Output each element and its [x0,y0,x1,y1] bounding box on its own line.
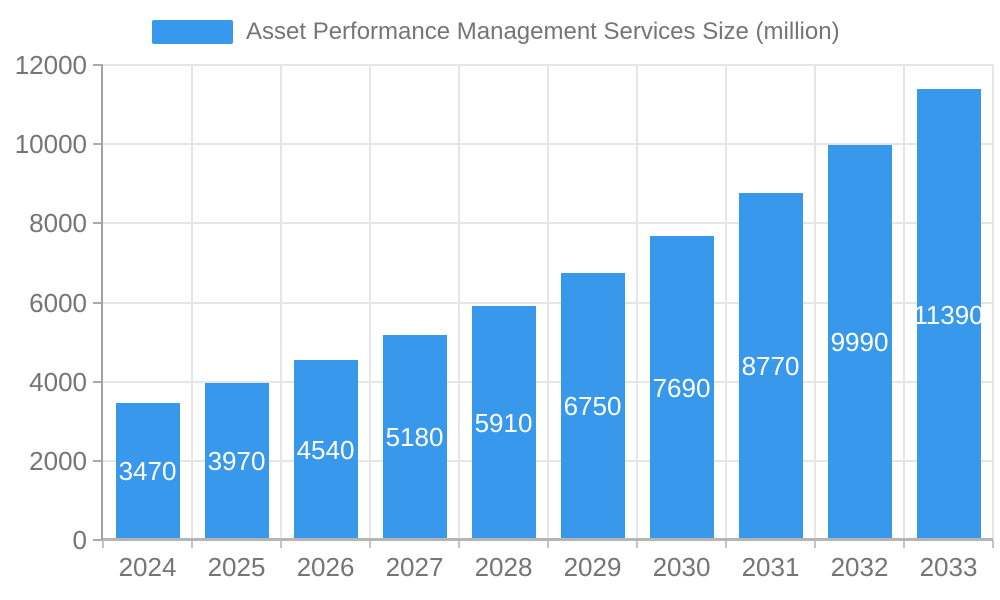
bar-2032[interactable] [827,144,892,540]
x-axis-label: 2032 [830,552,889,582]
y-axis-label: 0 [72,525,87,555]
y-axis-label: 8000 [29,208,87,239]
bar-value-label: 3970 [207,446,266,477]
bar-2030[interactable] [649,235,714,540]
bar-2025[interactable] [204,382,269,540]
x-axis-label: 2025 [207,552,266,582]
legend-item[interactable]: Asset Performance Management Services Si… [152,18,840,46]
x-tick-mark [636,540,638,548]
y-tick-mark [93,222,103,225]
x-tick-mark [992,540,994,548]
x-tick-mark [458,540,460,548]
x-tick-mark [547,540,549,548]
bar-value-label: 7690 [652,372,711,403]
x-tick-mark [725,540,727,548]
x-gridline [369,65,371,540]
bar-2033[interactable] [916,89,981,540]
y-axis-label: 10000 [14,129,87,160]
bar-2031[interactable] [738,192,803,540]
bar-2028[interactable] [471,306,536,540]
bar-value-label: 4540 [296,435,355,466]
legend-swatch [152,20,233,44]
bar-2029[interactable] [560,272,625,540]
y-tick-mark [93,143,103,146]
bar-value-label: 5910 [474,408,533,439]
x-gridline [903,65,905,540]
x-gridline [280,65,282,540]
y-tick-mark [93,301,103,304]
x-tick-mark [280,540,282,548]
bar-value-label: 9990 [830,327,889,358]
y-tick-mark [93,64,103,66]
y-axis-label: 12000 [14,50,87,80]
x-axis-line [103,538,993,541]
y-tick-mark [93,459,103,462]
x-tick-mark [102,540,104,548]
x-axis-label: 2031 [741,552,800,582]
x-axis-label: 2024 [118,552,177,582]
y-axis-label: 6000 [29,287,87,318]
bar-value-label: 3470 [118,456,177,487]
x-gridline [636,65,638,540]
y-tick-mark [93,539,103,541]
x-axis-label: 2033 [919,552,978,582]
bar-value-label: 5180 [385,422,444,453]
legend-label: Asset Performance Management Services Si… [246,18,840,45]
x-gridline [814,65,816,540]
x-tick-mark [369,540,371,548]
x-gridline [547,65,549,540]
x-axis-label: 2027 [385,552,444,582]
x-tick-mark [814,540,816,548]
y-axis-label: 2000 [29,445,87,476]
x-axis-label: 2030 [652,552,711,582]
x-tick-mark [191,540,193,548]
bar-value-label: 8770 [741,351,800,382]
y-tick-mark [93,380,103,383]
bar-2024[interactable] [115,402,180,540]
bar-2026[interactable] [293,360,358,540]
y-axis-line [101,65,103,540]
x-gridline [458,65,460,540]
y-axis-label: 4000 [29,366,87,397]
x-tick-mark [903,540,905,548]
bar-value-label: 11390 [913,299,984,330]
x-gridline [191,65,193,540]
x-axis-label: 2029 [563,552,622,582]
x-gridline [992,65,994,540]
x-axis-label: 2028 [474,552,533,582]
bar-value-label: 6750 [563,391,622,422]
bar-2027[interactable] [382,334,447,540]
x-gridline [725,65,727,540]
x-axis-label: 2026 [296,552,355,582]
